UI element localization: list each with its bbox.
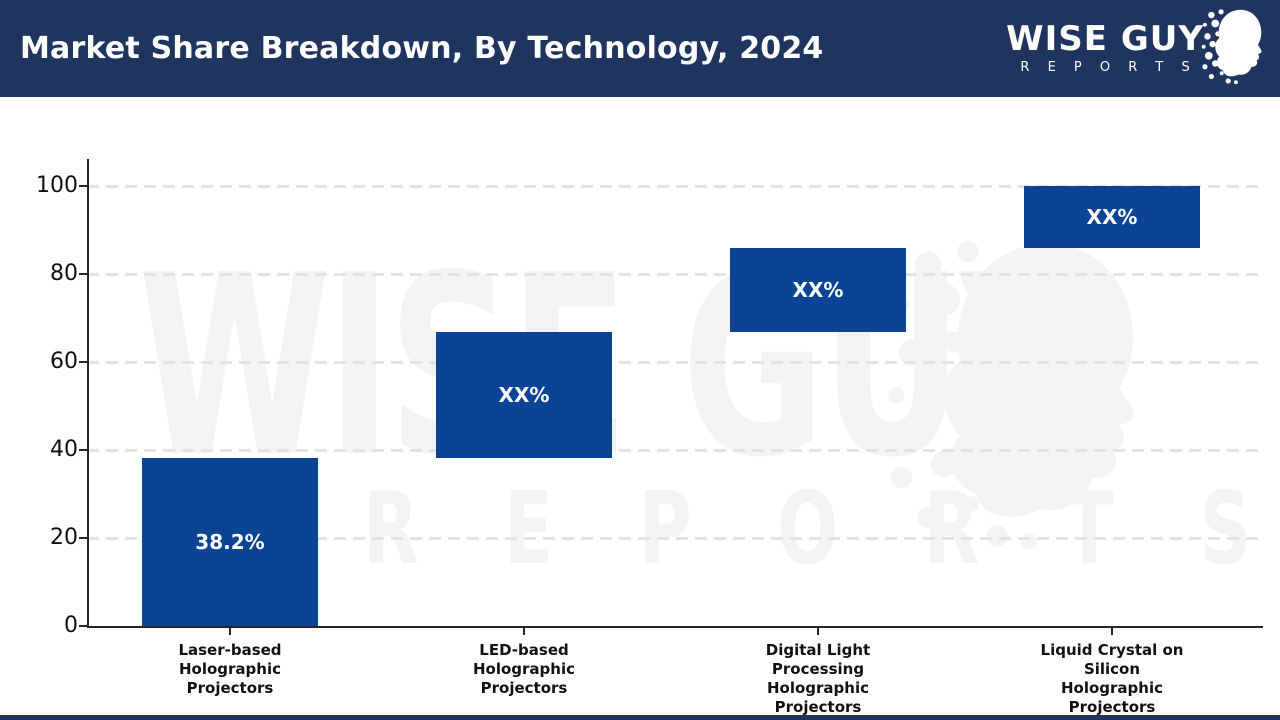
y-axis-tick-label: 20 [50,525,78,550]
category-label: LED-based Holographic Projectors [472,641,575,697]
x-axis-tick [1111,628,1113,635]
page-title: Market Share Breakdown, By Technology, 2… [20,31,824,66]
y-axis-tick [79,361,87,363]
category-label: Liquid Crystal on Silicon Holographic Pr… [1040,641,1184,716]
watermark: WISE GUY R E P O R T S [138,241,1280,587]
header-bar: Market Share Breakdown, By Technology, 2… [0,0,1280,97]
y-axis-line [87,159,89,628]
x-axis-tick [817,628,819,635]
watermark-subtitle: R E P O R T S [363,470,1280,587]
y-axis-tick [79,537,87,539]
dotted-head-icon [1201,9,1262,85]
x-axis-line [87,626,1263,628]
bar-segment: XX% [436,332,612,458]
gridline [87,449,1263,452]
y-axis-tick [79,625,87,627]
bar-segment: XX% [1024,186,1200,249]
bar-segment: XX% [730,248,906,333]
x-axis-tick [523,628,525,635]
y-axis-tick [79,273,87,275]
y-axis-tick-label: 40 [50,437,78,462]
bar-value-label: 38.2% [195,529,265,554]
bar-segment: 38.2% [142,457,318,626]
gridline [87,361,1263,364]
gridline [87,273,1263,276]
y-axis-tick-label: 60 [50,349,78,374]
category-label: Digital Light Processing Holographic Pro… [765,641,871,716]
y-axis-tick-label: 0 [64,613,78,638]
wise-guy-reports-logo: WISE GUY R E P O R T S [1006,6,1270,90]
bar-value-label: XX% [792,278,844,303]
logo-text: WISE GUY R E P O R T S [1006,20,1204,76]
bar-value-label: XX% [1086,205,1138,230]
logo-subtitle: R E P O R T S [1020,60,1197,75]
x-axis-tick [229,628,231,635]
y-axis-tick-label: 100 [36,173,78,198]
y-axis-tick [79,185,87,187]
gridline [87,537,1263,540]
bar-value-label: XX% [498,382,550,407]
y-axis-tick-label: 80 [50,261,78,286]
logo-wordmark: WISE GUY [1006,19,1204,59]
footer-bar [0,715,1280,720]
category-label: Laser-based Holographic Projectors [178,641,282,697]
y-axis-tick [79,449,87,451]
gridline [87,185,1263,188]
